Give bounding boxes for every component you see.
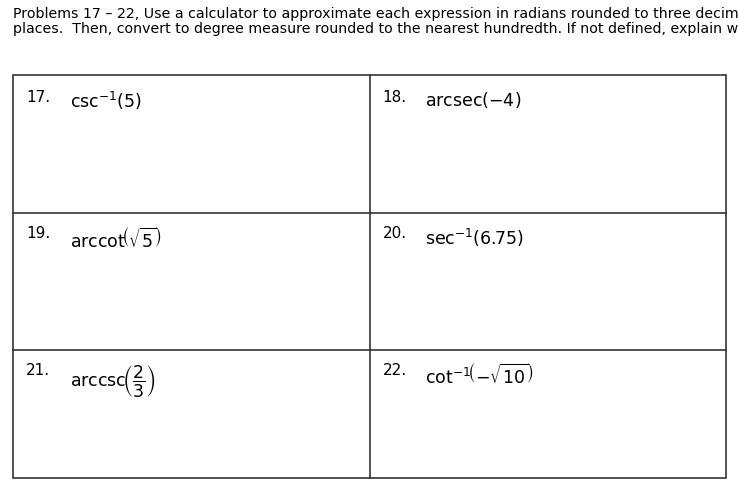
Text: 17.: 17. <box>26 90 50 105</box>
Text: 19.: 19. <box>26 226 50 242</box>
Text: $\mathrm{arccsc}\!\left(\dfrac{2}{3}\right)$: $\mathrm{arccsc}\!\left(\dfrac{2}{3}\rig… <box>70 363 156 399</box>
Text: 22.: 22. <box>383 363 407 378</box>
Text: $\mathrm{sec}^{-1}(6.75)$: $\mathrm{sec}^{-1}(6.75)$ <box>425 226 524 248</box>
Text: 20.: 20. <box>383 226 407 242</box>
Text: $\mathrm{arcsec}(-4)$: $\mathrm{arcsec}(-4)$ <box>425 90 521 110</box>
Text: Problems 17 – 22, Use a calculator to approximate each expression in radians rou: Problems 17 – 22, Use a calculator to ap… <box>13 7 739 21</box>
Text: 21.: 21. <box>26 363 50 378</box>
Text: 18.: 18. <box>383 90 407 105</box>
Text: $\mathrm{cot}^{-1}\!\left(-\sqrt{10}\right)$: $\mathrm{cot}^{-1}\!\left(-\sqrt{10}\rig… <box>425 363 534 388</box>
Text: places.  Then, convert to degree measure rounded to the nearest hundredth. If no: places. Then, convert to degree measure … <box>13 22 739 36</box>
Text: $\mathrm{csc}^{-1}(5)$: $\mathrm{csc}^{-1}(5)$ <box>70 90 142 112</box>
Text: $\mathrm{arccot}\!\left(\sqrt{5}\right)$: $\mathrm{arccot}\!\left(\sqrt{5}\right)$ <box>70 226 162 252</box>
